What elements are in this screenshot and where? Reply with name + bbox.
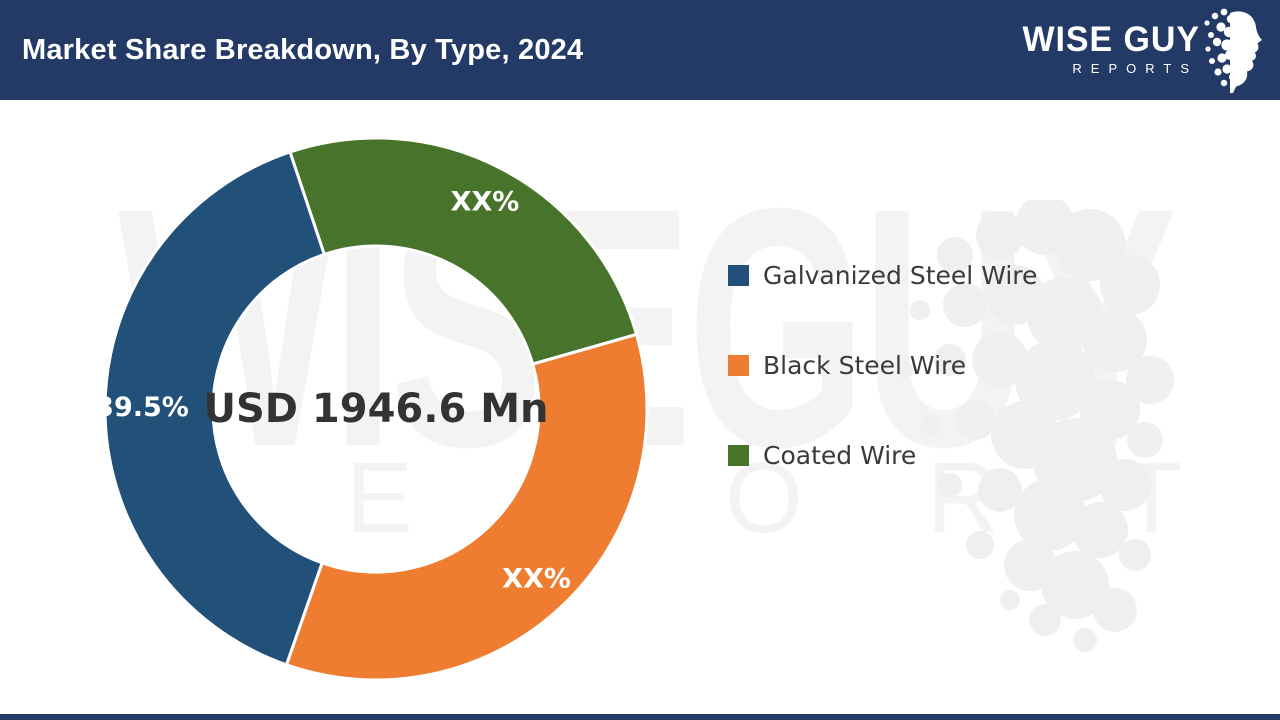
legend-swatch-icon	[728, 264, 749, 286]
donut-center-value: USD 1946.6 Mn	[203, 386, 549, 432]
header-bar: Market Share Breakdown, By Type, 2024 WI…	[0, 0, 1280, 100]
legend-label: Galvanized Steel Wire	[763, 260, 1038, 290]
legend-label: Black Steel Wire	[763, 350, 967, 380]
donut-slice-galvanized-steel-wire	[103, 150, 326, 667]
logo-wordmark: WISE GUY	[1022, 20, 1200, 59]
legend-label: Coated Wire	[763, 440, 917, 470]
donut-slice-coated-wire	[288, 136, 639, 366]
legend-swatch-icon	[728, 354, 749, 376]
legend-item-galvanized-steel-wire: Galvanized Steel Wire	[728, 260, 1037, 290]
legend-item-coated-wire: Coated Wire	[728, 440, 1037, 470]
donut-slice-black-steel-wire	[284, 332, 649, 682]
donut-chart: XX% XX% 39.5%	[96, 136, 649, 682]
logo-text: WISE GUY REPORTS	[1017, 22, 1200, 75]
chart-body: WISEGUY R E P O R T S XX%XX%39.5% USD 19…	[0, 100, 1280, 714]
slice-value-label: XX%	[451, 186, 520, 217]
logo-subtitle: REPORTS	[1072, 61, 1198, 76]
watermark-face-icon	[897, 200, 1174, 652]
legend-swatch-icon	[728, 444, 749, 466]
footer-bar	[0, 714, 1280, 720]
slice-value-label: XX%	[502, 564, 571, 595]
legend: Galvanized Steel Wire Black Steel Wire Coa…	[728, 260, 1037, 530]
legend-item-black-steel-wire: Black Steel Wire	[728, 350, 1037, 380]
logo-face-icon	[1204, 8, 1262, 93]
slice-value-label: 39.5%	[96, 392, 189, 423]
wise-guy-logo: WISE GUY REPORTS	[1006, 6, 1266, 94]
page-title: Market Share Breakdown, By Type, 2024	[22, 33, 584, 66]
